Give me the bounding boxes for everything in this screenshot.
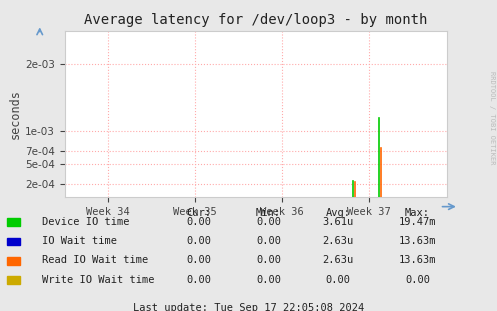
Text: 2.63u: 2.63u — [323, 255, 353, 266]
Text: 19.47m: 19.47m — [399, 217, 436, 227]
Text: 0.00: 0.00 — [256, 255, 281, 266]
Text: Last update: Tue Sep 17 22:05:08 2024: Last update: Tue Sep 17 22:05:08 2024 — [133, 303, 364, 311]
Text: Min:: Min: — [256, 208, 281, 218]
Text: 2.63u: 2.63u — [323, 236, 353, 246]
Text: 0.00: 0.00 — [405, 275, 430, 285]
Text: Read IO Wait time: Read IO Wait time — [42, 255, 149, 266]
Text: Avg:: Avg: — [326, 208, 350, 218]
Text: 0.00: 0.00 — [186, 255, 211, 266]
Title: Average latency for /dev/loop3 - by month: Average latency for /dev/loop3 - by mont… — [84, 13, 427, 27]
Text: 0.00: 0.00 — [326, 275, 350, 285]
Text: 0.00: 0.00 — [186, 217, 211, 227]
Text: Cur:: Cur: — [186, 208, 211, 218]
Text: Device IO time: Device IO time — [42, 217, 130, 227]
Text: Write IO Wait time: Write IO Wait time — [42, 275, 155, 285]
Text: 13.63m: 13.63m — [399, 236, 436, 246]
Text: IO Wait time: IO Wait time — [42, 236, 117, 246]
Text: Max:: Max: — [405, 208, 430, 218]
Y-axis label: seconds: seconds — [9, 89, 22, 139]
Text: 0.00: 0.00 — [186, 275, 211, 285]
Text: 0.00: 0.00 — [256, 236, 281, 246]
Text: 0.00: 0.00 — [256, 275, 281, 285]
Text: RRDTOOL / TOBI OETIKER: RRDTOOL / TOBI OETIKER — [489, 72, 495, 165]
Text: 13.63m: 13.63m — [399, 255, 436, 266]
Text: 0.00: 0.00 — [256, 217, 281, 227]
Text: 0.00: 0.00 — [186, 236, 211, 246]
Text: 3.61u: 3.61u — [323, 217, 353, 227]
